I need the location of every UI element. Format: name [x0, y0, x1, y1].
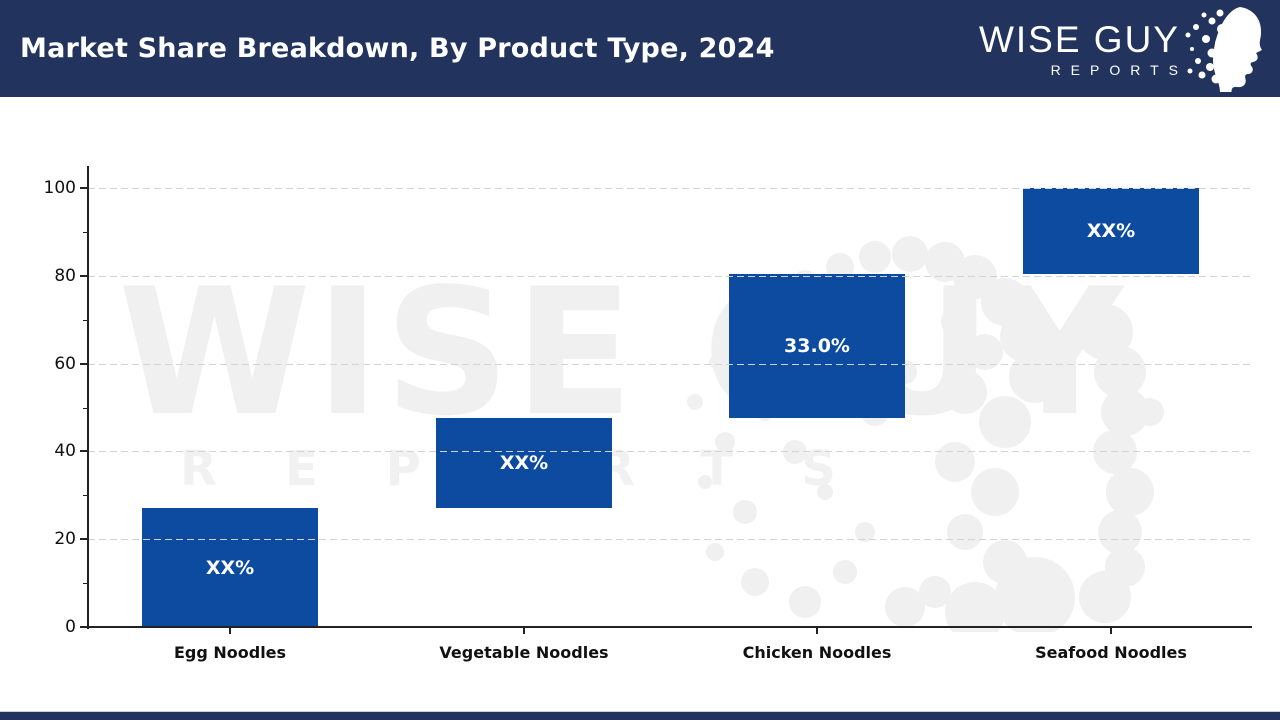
y-minor-tick-10 — [83, 583, 88, 585]
gridline-80 — [88, 275, 1252, 277]
x-tick-2 — [523, 628, 525, 634]
x-tick-3 — [816, 628, 818, 634]
logo-wordmark: WISE GUY — [978, 18, 1180, 60]
bar-value-label: XX% — [205, 556, 255, 579]
category-label-seafood-noodles: Seafood Noodles — [1035, 643, 1187, 662]
y-tick-100 — [80, 187, 88, 189]
logo-subtext: REPORTS — [1050, 61, 1188, 78]
bar-egg-noodles — [142, 508, 318, 627]
gridline-100 — [88, 188, 1252, 189]
y-tick-0 — [80, 626, 88, 628]
logo-text: WISE GUY REPORTS — [979, 21, 1180, 77]
y-minor-tick-50 — [83, 407, 88, 409]
bar-seafood-noodles — [1023, 188, 1199, 274]
footer-band — [0, 712, 1280, 720]
y-tick-20 — [80, 538, 88, 541]
category-label-chicken-noodles: Chicken Noodles — [742, 643, 892, 662]
y-tick-label-40: 40 — [54, 441, 76, 462]
gridline-40 — [88, 451, 1252, 453]
y-tick-label-80: 80 — [54, 265, 76, 286]
bottom-divider — [0, 711, 1280, 712]
y-minor-tick-90 — [83, 231, 88, 233]
plot-area: WISE GUY REPORTS — [0, 97, 1280, 715]
y-tick-label-100: 100 — [43, 178, 76, 198]
x-tick-1 — [229, 628, 231, 634]
y-tick-40 — [80, 450, 88, 453]
y-tick-label-0: 0 — [65, 617, 76, 637]
bar-value-label: XX% — [1086, 219, 1136, 242]
gridline-60 — [88, 363, 1252, 365]
bar-value-label: 33.0% — [784, 335, 850, 358]
chart-title: Market Share Breakdown, By Product Type,… — [20, 33, 775, 64]
y-tick-label-20: 20 — [54, 529, 76, 550]
x-tick-4 — [1110, 628, 1112, 634]
watermark-head-dots-icon — [687, 236, 1164, 632]
bar-value-label: XX% — [499, 452, 549, 475]
y-minor-tick-70 — [83, 319, 88, 321]
bar-chicken-noodles — [729, 273, 905, 419]
category-label-egg-noodles: Egg Noodles — [173, 643, 287, 662]
y-axis-line — [87, 166, 89, 629]
logo-head-icon — [1185, 6, 1262, 92]
wiseguy-logo: WISE GUY REPORTS — [979, 5, 1266, 93]
gridline-20 — [88, 539, 1252, 541]
x-axis-line — [88, 626, 1252, 628]
y-minor-tick-30 — [83, 495, 88, 497]
y-tick-80 — [80, 274, 88, 277]
y-tick-60 — [80, 362, 88, 365]
category-label-vegetable-noodles: Vegetable Noodles — [439, 643, 609, 662]
y-tick-label-60: 60 — [54, 353, 76, 374]
bar-vegetable-noodles — [436, 418, 612, 509]
header-band: Market Share Breakdown, By Product Type,… — [0, 0, 1280, 97]
